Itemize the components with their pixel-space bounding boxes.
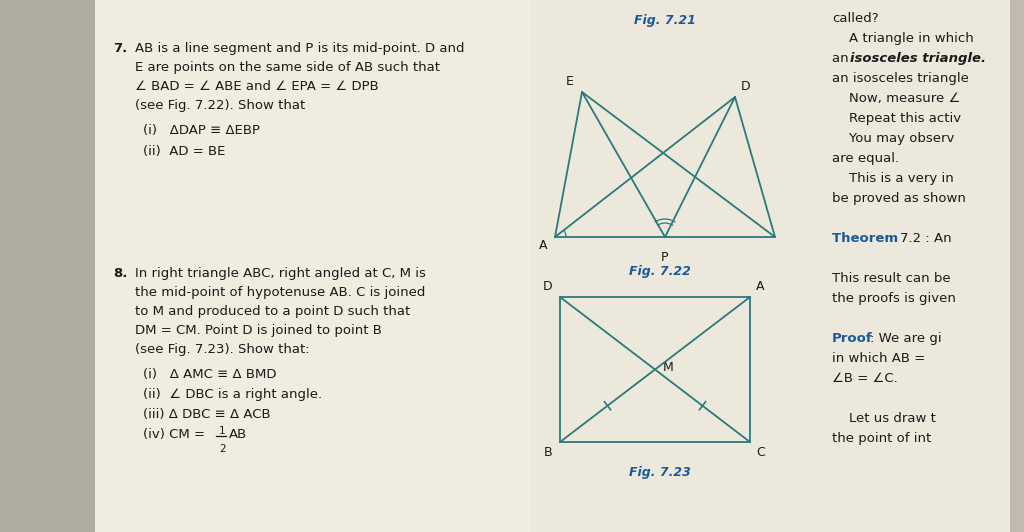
Bar: [825, 0, 1024, 532]
Text: Proof: Proof: [831, 332, 872, 345]
Text: A: A: [539, 239, 547, 252]
Text: Fig. 7.22: Fig. 7.22: [629, 265, 691, 278]
Text: D: D: [543, 280, 552, 293]
Text: (ii)  AD = BE: (ii) AD = BE: [143, 145, 225, 158]
Text: P: P: [662, 251, 669, 264]
Text: E: E: [566, 75, 574, 88]
Text: D: D: [741, 80, 751, 93]
Bar: [0, 0, 95, 532]
Text: (see Fig. 7.22). Show that: (see Fig. 7.22). Show that: [135, 99, 305, 112]
Text: : We are gi: : We are gi: [870, 332, 942, 345]
Text: (iv) CM =: (iv) CM =: [143, 428, 209, 441]
Text: B: B: [544, 446, 552, 459]
Text: In right triangle ABC, right angled at C, M is: In right triangle ABC, right angled at C…: [135, 267, 426, 280]
Text: the mid-point of hypotenuse AB. C is joined: the mid-point of hypotenuse AB. C is joi…: [135, 286, 425, 299]
Text: in which AB =: in which AB =: [831, 352, 926, 365]
Text: Repeat this activ: Repeat this activ: [831, 112, 962, 125]
Text: (i)   Δ AMC ≡ Δ BMD: (i) Δ AMC ≡ Δ BMD: [143, 368, 276, 381]
Text: This is a very in: This is a very in: [831, 172, 953, 185]
Text: 7.2 : An: 7.2 : An: [900, 232, 951, 245]
Text: This result can be: This result can be: [831, 272, 950, 285]
Text: AB is a line segment and P is its mid-point. D and: AB is a line segment and P is its mid-po…: [135, 42, 465, 55]
Text: ∠B = ∠C.: ∠B = ∠C.: [831, 372, 898, 385]
Text: the point of int: the point of int: [831, 432, 931, 445]
Text: 7.: 7.: [113, 42, 127, 55]
Text: 1: 1: [219, 426, 225, 436]
Text: (i)   ΔDAP ≡ ΔEBP: (i) ΔDAP ≡ ΔEBP: [143, 124, 260, 137]
Bar: [1010, 0, 1024, 532]
Text: are equal.: are equal.: [831, 152, 899, 165]
Text: (ii)  ∠ DBC is a right angle.: (ii) ∠ DBC is a right angle.: [143, 388, 323, 401]
Text: Fig. 7.23: Fig. 7.23: [629, 466, 691, 479]
Text: be proved as shown: be proved as shown: [831, 192, 966, 205]
Text: the proofs is given: the proofs is given: [831, 292, 955, 305]
Text: A: A: [756, 280, 765, 293]
Text: an isosceles triangle: an isosceles triangle: [831, 72, 969, 85]
Text: isosceles triangle.: isosceles triangle.: [850, 52, 986, 65]
Bar: [530, 0, 825, 532]
Text: E are points on the same side of AB such that: E are points on the same side of AB such…: [135, 61, 440, 74]
Text: 2: 2: [219, 444, 225, 454]
Text: DM = CM. Point D is joined to point B: DM = CM. Point D is joined to point B: [135, 324, 382, 337]
Text: to M and produced to a point D such that: to M and produced to a point D such that: [135, 305, 411, 318]
Text: A triangle in which: A triangle in which: [831, 32, 974, 45]
Text: (see Fig. 7.23). Show that:: (see Fig. 7.23). Show that:: [135, 343, 309, 356]
Text: M: M: [663, 361, 674, 374]
Text: Theorem: Theorem: [831, 232, 903, 245]
Text: ∠ BAD = ∠ ABE and ∠ EPA = ∠ DPB: ∠ BAD = ∠ ABE and ∠ EPA = ∠ DPB: [135, 80, 379, 93]
Text: Fig. 7.21: Fig. 7.21: [634, 14, 696, 27]
Text: an: an: [831, 52, 853, 65]
Text: C: C: [756, 446, 765, 459]
Text: AB: AB: [229, 428, 247, 441]
Text: Now, measure ∠: Now, measure ∠: [831, 92, 961, 105]
Text: (iii) Δ DBC ≡ Δ ACB: (iii) Δ DBC ≡ Δ ACB: [143, 408, 270, 421]
Text: Let us draw t: Let us draw t: [831, 412, 936, 425]
Text: 8.: 8.: [113, 267, 127, 280]
Bar: [95, 0, 625, 532]
Text: called?: called?: [831, 12, 879, 25]
Text: You may observ: You may observ: [831, 132, 954, 145]
